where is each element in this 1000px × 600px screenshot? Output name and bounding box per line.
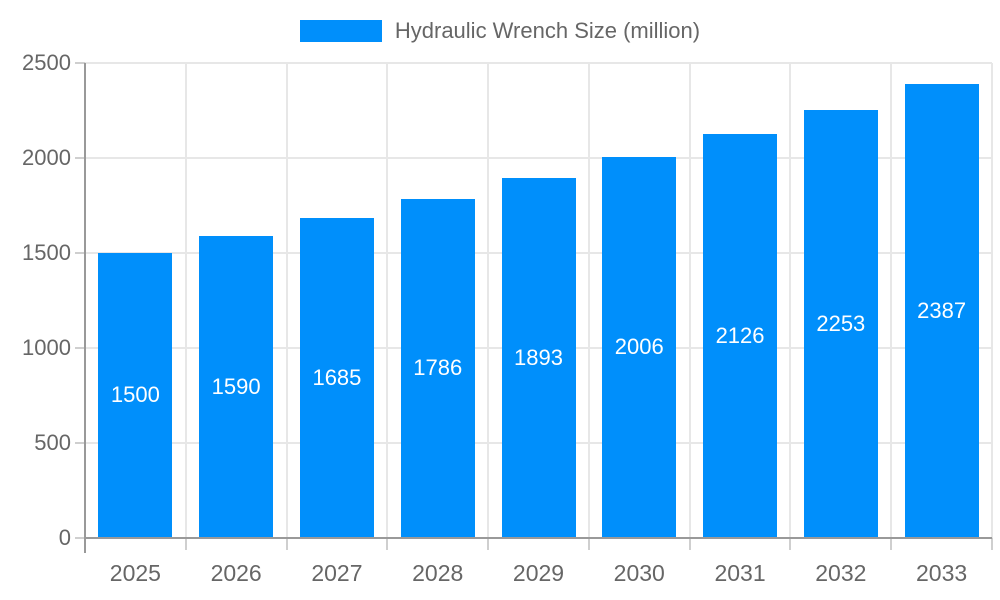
x-axis-tick-label: 2025 (109, 560, 161, 586)
y-axis-tick (75, 536, 85, 539)
x-gridline (587, 63, 590, 538)
bar[interactable]: 2006 (602, 156, 677, 538)
x-gridline (789, 63, 792, 538)
x-axis-tick (487, 537, 490, 550)
y-axis-tick (75, 251, 85, 254)
legend-series-label: Hydraulic Wrench Size (million) (394, 18, 701, 43)
y-axis-tick-label: 1500 (22, 239, 71, 265)
x-axis-tick-label: 2026 (210, 560, 262, 586)
bar[interactable]: 1893 (501, 178, 576, 538)
bar[interactable]: 1590 (199, 235, 274, 538)
x-gridline (688, 63, 691, 538)
y-axis-tick-label: 500 (34, 429, 71, 455)
y-axis-tick-label: 0 (58, 524, 71, 550)
y-axis-tick (75, 441, 85, 444)
bar-value-label: 2006 (614, 334, 664, 360)
x-axis-tick-label: 2029 (512, 560, 565, 586)
x-gridline (487, 63, 490, 538)
bar[interactable]: 1685 (299, 217, 374, 538)
x-axis-tick (587, 537, 590, 550)
y-axis-tick (75, 62, 85, 64)
x-gridline (991, 63, 993, 538)
x-axis-tick (386, 537, 389, 550)
x-axis-tick (890, 537, 893, 550)
bar[interactable]: 2126 (703, 133, 778, 538)
x-axis-tick-label: 2033 (916, 560, 968, 586)
y-gridline (85, 156, 992, 159)
x-axis-tick (789, 537, 792, 550)
x-axis-tick-label: 2031 (714, 560, 766, 586)
bar-value-label: 1590 (211, 373, 261, 399)
x-axis-tick (688, 537, 691, 550)
x-axis-tick-label: 2030 (613, 560, 665, 586)
x-gridline (890, 63, 893, 538)
bar-value-label: 1893 (514, 344, 563, 370)
x-axis-tick (285, 537, 288, 550)
y-axis-tick-label: 2500 (22, 50, 71, 75)
y-axis-tick (75, 346, 85, 349)
x-axis-line (84, 536, 992, 539)
y-gridline (85, 62, 992, 64)
bar-value-label: 1500 (110, 382, 160, 408)
bar[interactable]: 2387 (904, 84, 979, 538)
legend-swatch-icon (299, 20, 382, 42)
bar-value-label: 1786 (413, 355, 463, 380)
chart-legend[interactable]: Hydraulic Wrench Size (million) (0, 18, 1000, 44)
bar[interactable]: 2253 (803, 109, 878, 538)
y-axis-line (84, 63, 86, 553)
x-axis-tick-label: 2032 (815, 560, 867, 586)
x-gridline (285, 63, 288, 538)
bar-value-label: 2387 (917, 297, 967, 323)
bar-value-label: 1685 (312, 364, 362, 390)
x-axis-tick-label: 2028 (412, 560, 464, 586)
bar[interactable]: 1786 (400, 198, 475, 538)
x-axis-tick (184, 537, 187, 550)
y-axis-tick-label: 1000 (22, 334, 71, 360)
x-axis-tick-label: 2027 (311, 560, 363, 586)
x-gridline (184, 63, 187, 538)
bar[interactable]: 1500 (98, 252, 173, 538)
bar-value-label: 2126 (715, 322, 765, 348)
x-axis-tick (991, 537, 993, 550)
bar-value-label: 2253 (816, 310, 866, 336)
y-axis-tick (75, 156, 85, 159)
y-axis-tick-label: 2000 (22, 144, 71, 170)
x-gridline (386, 63, 389, 538)
